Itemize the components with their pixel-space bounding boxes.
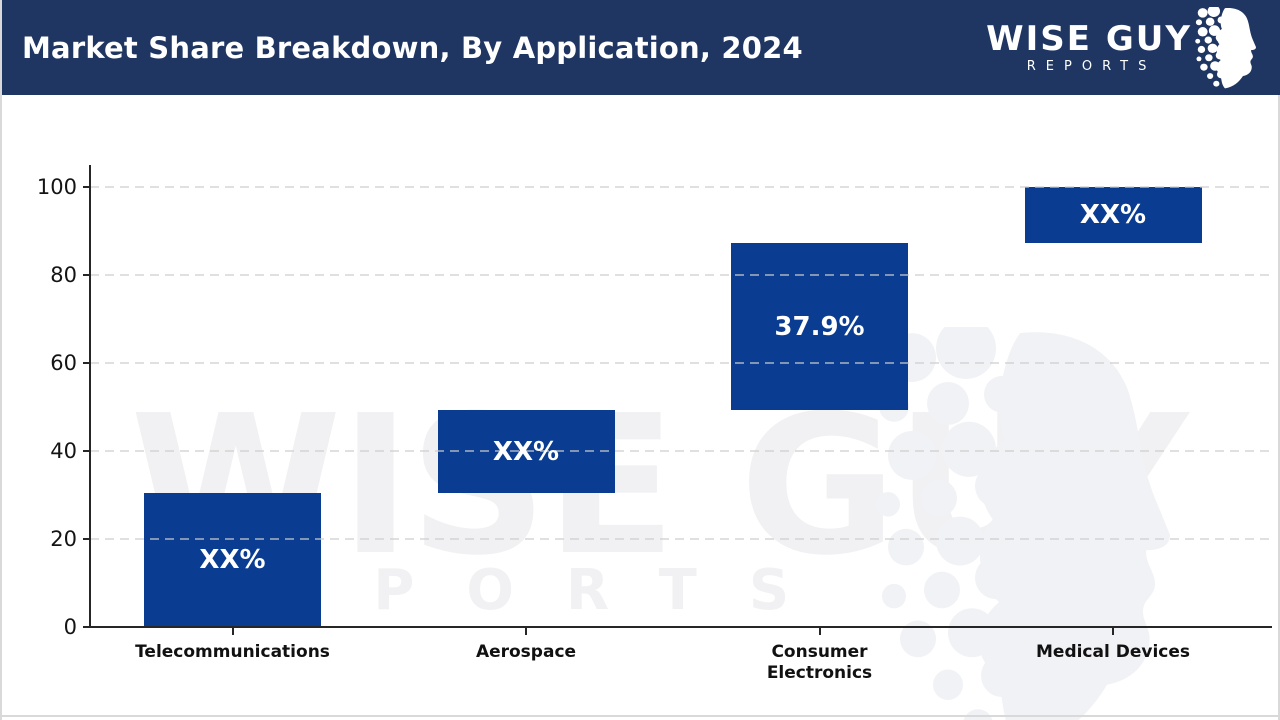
y-tick-label-80: 80 [50, 263, 77, 287]
y-tick-label-20: 20 [50, 527, 77, 551]
bar-2 [731, 243, 908, 411]
category-label-3: Medical Devices [1035, 642, 1191, 662]
gridline-20 [90, 538, 1272, 540]
y-axis-line [89, 165, 91, 628]
logo-wordmark: WISE GUY [986, 18, 1192, 59]
y-axis-tick-80 [83, 274, 90, 276]
y-axis-tick-60 [83, 362, 90, 364]
gridline-60 [90, 362, 1272, 364]
category-label-2: Consumer Electronics [766, 642, 873, 684]
y-tick-label-40: 40 [50, 439, 77, 463]
bar-3 [1024, 187, 1202, 244]
gridline-100 [90, 186, 1272, 188]
bar-value-label-2: 37.9% [774, 311, 865, 342]
x-axis-tick-1 [525, 627, 527, 635]
y-axis-tick-40 [83, 450, 90, 452]
bar-value-label-3: XX% [1079, 200, 1147, 231]
y-axis-tick-100 [83, 186, 90, 188]
y-tick-label-100: 100 [36, 175, 77, 199]
gridline-80 [90, 274, 1272, 276]
logo-subtitle: REPORTS [1026, 58, 1157, 74]
x-axis-tick-3 [1112, 627, 1114, 635]
chart-area: WISE GUY REPORTS 0 20 40 60 80 100 XX% Telecomm… [2, 95, 1280, 720]
bar-0 [144, 493, 321, 627]
bar-value-label-1: XX% [492, 436, 560, 467]
y-axis-tick-0 [83, 626, 90, 628]
x-axis-tick-0 [231, 627, 234, 635]
x-axis-tick-2 [818, 627, 821, 635]
gridline-40 [90, 450, 1272, 452]
logo-text: WISE GUY REPORTS [986, 22, 1192, 74]
watermark-head-icon [876, 327, 1170, 720]
y-tick-label-0: 0 [63, 615, 77, 639]
y-tick-label-60: 60 [50, 351, 77, 375]
wise-guy-logo: WISE GUY REPORTS [986, 6, 1256, 89]
category-label-0: Telecommunications [135, 642, 330, 662]
header-bar: Market Share Breakdown, By Application, … [2, 0, 1280, 95]
bar-value-label-0: XX% [199, 545, 266, 576]
chart-title: Market Share Breakdown, By Application, … [22, 30, 803, 65]
category-label-1: Aerospace [475, 642, 577, 662]
logo-head-icon [1195, 6, 1256, 88]
x-axis-line [89, 626, 1272, 628]
y-axis-tick-20 [83, 538, 90, 540]
page-bottom-border [2, 715, 1278, 717]
